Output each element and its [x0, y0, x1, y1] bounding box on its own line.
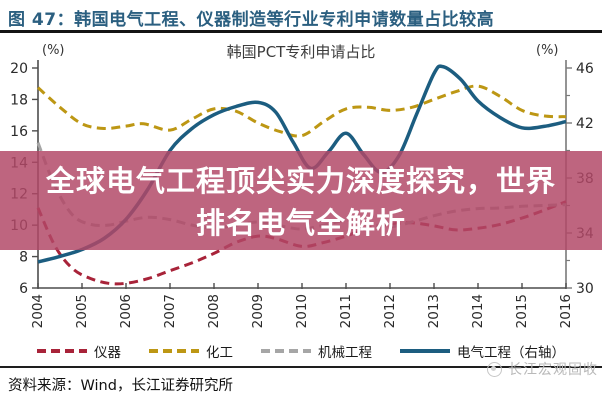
- legend-swatch-2: [261, 349, 311, 353]
- legend-label-1: 化工: [206, 345, 233, 361]
- legend-swatch-1: [149, 349, 199, 353]
- x-axis-tick-label: 2007: [162, 294, 178, 328]
- x-axis-tick-label: 2012: [382, 294, 398, 328]
- right-axis-tick-label: 46: [576, 61, 594, 77]
- bottom-divider: [0, 366, 602, 368]
- legend: 仪器 化工 机械工程 电气工程（右轴）: [0, 341, 602, 361]
- figure-title: 图 47：韩国电气工程、仪器制造等行业专利申请数量占比较高: [8, 10, 495, 30]
- x-axis-tick-label: 2009: [250, 294, 266, 328]
- brand-watermark-text: 长江宏观固收: [508, 362, 598, 378]
- x-axis-tick-label: 2015: [514, 294, 530, 328]
- x-axis-tick-label: 2016: [558, 294, 574, 328]
- legend-label-2: 机械工程: [318, 345, 372, 361]
- series-line-1: [37, 84, 567, 138]
- brand-watermark: 长江宏观固收: [487, 359, 598, 379]
- x-axis-tick-label: 2005: [74, 294, 90, 328]
- legend-item-3: 电气工程（右轴）: [400, 341, 565, 361]
- left-axis-tick-label: 6: [19, 281, 28, 297]
- legend-label-0: 仪器: [94, 345, 121, 361]
- header-divider: [0, 30, 602, 33]
- left-axis-tick-label: 16: [10, 124, 28, 140]
- source-note: 资料来源：Wind，长江证券研究所: [8, 378, 233, 394]
- x-axis-tick-label: 2006: [118, 294, 134, 328]
- left-axis-unit-label: (%): [42, 43, 65, 58]
- chart-title: 韩国PCT专利申请占比: [226, 43, 376, 61]
- legend-item-1: 化工: [149, 341, 233, 361]
- legend-item-0: 仪器: [37, 341, 121, 361]
- left-axis-tick-label: 18: [10, 92, 28, 108]
- right-axis-unit-label: (%): [536, 43, 559, 58]
- right-axis-tick-label: 30: [576, 281, 594, 297]
- x-axis-tick-label: 2010: [294, 294, 310, 328]
- legend-swatch-3: [400, 349, 450, 353]
- legend-item-2: 机械工程: [261, 341, 372, 361]
- x-axis-tick-label: 2014: [470, 294, 486, 328]
- legend-swatch-0: [37, 349, 87, 353]
- x-axis-tick-label: 2013: [426, 294, 442, 328]
- left-axis-tick-label: 8: [19, 250, 28, 266]
- legend-label-3: 电气工程（右轴）: [457, 345, 565, 361]
- overlay-text-line1: 全球电气工程顶尖实力深度探究，世界: [45, 164, 556, 198]
- left-axis-tick-label: 20: [10, 61, 28, 77]
- x-axis-tick-label: 2008: [206, 294, 222, 328]
- overlay-text-line2: 排名电气全解析: [195, 206, 406, 240]
- brand-logo-icon: [487, 361, 502, 377]
- x-axis-tick-label: 2011: [338, 294, 354, 328]
- watermark-overlay-band: 全球电气工程顶尖实力深度探究，世界 排名电气全解析: [0, 151, 602, 250]
- right-axis-tick-label: 42: [576, 116, 594, 132]
- x-axis-tick-label: 2004: [30, 294, 46, 328]
